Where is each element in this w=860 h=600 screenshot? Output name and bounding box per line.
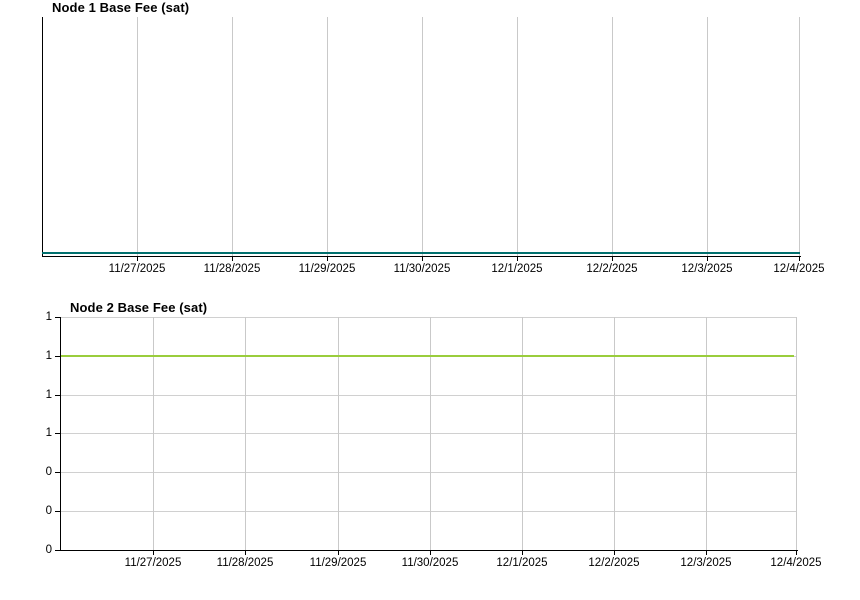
plot-area-node-2 — [60, 317, 797, 550]
x-tick-mark — [707, 256, 708, 261]
x-tick-label: 12/4/2025 — [770, 557, 822, 569]
series-line-node-2 — [60, 355, 794, 357]
y-tick-mark — [55, 472, 60, 473]
x-tick-mark — [338, 550, 339, 555]
gridline-horizontal — [60, 511, 797, 512]
gridline-vertical — [522, 317, 523, 550]
y-tick-label: 1 — [45, 389, 52, 401]
gridline-vertical — [327, 17, 328, 256]
x-tick-label: 11/28/2025 — [216, 557, 274, 569]
x-tick-mark — [799, 256, 800, 261]
x-tick-mark — [232, 256, 233, 261]
gridline-vertical — [232, 17, 233, 256]
gridline-vertical — [137, 17, 138, 256]
y-tick-label: 0 — [45, 544, 52, 556]
x-tick-label: 11/30/2025 — [393, 263, 451, 275]
x-tick-label: 11/27/2025 — [124, 557, 182, 569]
series-line-node-1 — [42, 252, 800, 254]
gridline-vertical — [153, 317, 154, 550]
y-tick-mark — [55, 550, 60, 551]
gridline-vertical — [707, 17, 708, 256]
gridline-vertical — [422, 17, 423, 256]
gridline-vertical — [706, 317, 707, 550]
x-tick-label: 12/2/2025 — [588, 557, 640, 569]
gridline-horizontal — [60, 395, 797, 396]
x-tick-mark — [327, 256, 328, 261]
y-axis-line-node-1 — [42, 17, 43, 257]
gridline-vertical — [245, 317, 246, 550]
x-tick-label: 12/2/2025 — [586, 263, 638, 275]
gridline-vertical — [612, 17, 613, 256]
y-tick-mark — [55, 317, 60, 318]
gridline-vertical — [338, 317, 339, 550]
y-tick-mark — [55, 433, 60, 434]
y-tick-label: 1 — [45, 427, 52, 439]
x-tick-label: 11/27/2025 — [108, 263, 166, 275]
x-axis-line-node-1 — [42, 256, 801, 257]
chart-panel-node-1: Node 1 Base Fee (sat) 11/27/2025 11/28/2… — [0, 0, 860, 290]
x-tick-label: 12/3/2025 — [681, 263, 733, 275]
y-tick-label: 1 — [45, 350, 52, 362]
y-tick-mark — [55, 395, 60, 396]
chart-title-node-2: Node 2 Base Fee (sat) — [70, 300, 208, 315]
y-tick-mark — [55, 356, 60, 357]
gridline-horizontal — [60, 317, 797, 318]
x-tick-label: 11/28/2025 — [203, 263, 261, 275]
y-tick-label: 0 — [45, 466, 52, 478]
x-tick-label: 12/4/2025 — [773, 263, 825, 275]
x-tick-mark — [614, 550, 615, 555]
x-tick-mark — [522, 550, 523, 555]
x-tick-label: 12/3/2025 — [680, 557, 732, 569]
gridline-vertical — [799, 17, 800, 256]
x-tick-mark — [517, 256, 518, 261]
gridline-horizontal — [60, 472, 797, 473]
x-tick-label: 11/29/2025 — [298, 263, 356, 275]
x-tick-mark — [612, 256, 613, 261]
gridline-vertical — [796, 317, 797, 550]
x-tick-mark — [430, 550, 431, 555]
plot-area-node-1 — [42, 17, 800, 256]
gridline-horizontal — [60, 433, 797, 434]
y-tick-mark — [55, 511, 60, 512]
x-tick-mark — [422, 256, 423, 261]
y-tick-label: 1 — [45, 311, 52, 323]
y-tick-label: 0 — [45, 505, 52, 517]
x-axis-line-node-2 — [60, 550, 798, 551]
x-tick-label: 11/29/2025 — [309, 557, 367, 569]
chart-title-node-1: Node 1 Base Fee (sat) — [52, 0, 190, 15]
x-tick-label: 11/30/2025 — [401, 557, 459, 569]
x-tick-mark — [137, 256, 138, 261]
x-tick-label: 12/1/2025 — [491, 263, 543, 275]
x-tick-mark — [153, 550, 154, 555]
x-tick-mark — [245, 550, 246, 555]
x-tick-mark — [706, 550, 707, 555]
gridline-vertical — [517, 17, 518, 256]
x-tick-mark — [796, 550, 797, 555]
y-axis-line-node-2 — [60, 317, 61, 551]
x-tick-label: 12/1/2025 — [496, 557, 548, 569]
gridline-vertical — [430, 317, 431, 550]
gridline-vertical — [614, 317, 615, 550]
chart-panel-node-2: Node 2 Base Fee (sat) 1 1 1 1 0 0 0 — [0, 290, 860, 600]
